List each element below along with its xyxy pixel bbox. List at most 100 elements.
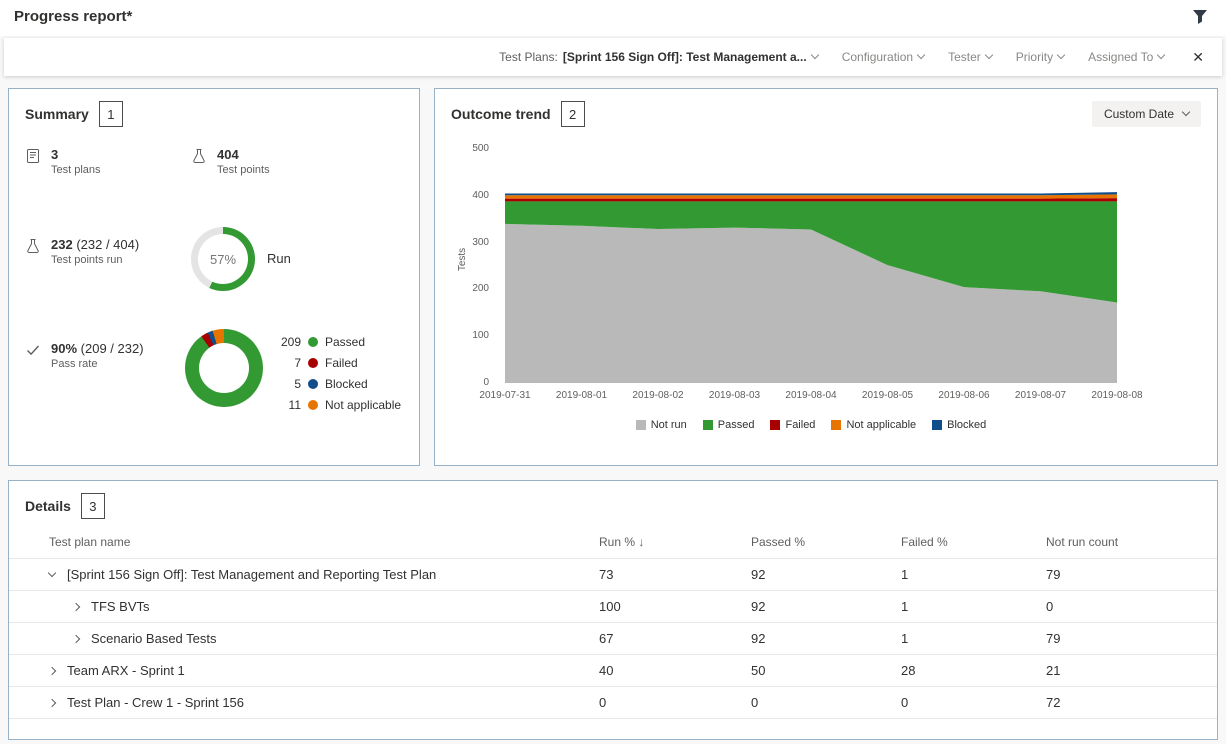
passed-percent-cell: 0 [751, 695, 759, 710]
close-filter-icon[interactable]: ✕ [1192, 48, 1204, 65]
not-run-count-cell: 79 [1046, 567, 1061, 582]
test-plan-name: Team ARX - Sprint 1 [67, 663, 185, 678]
not-run-count-cell: 0 [1046, 599, 1054, 614]
passed-percent-cell: 50 [751, 663, 766, 678]
table-row[interactable]: Team ARX - Sprint 1 40 50 28 21 [9, 655, 1217, 687]
table-row[interactable]: Scenario Based Tests 67 92 1 79 [9, 623, 1217, 655]
table-row[interactable]: [Sprint 156 Sign Off]: Test Management a… [9, 559, 1217, 591]
legend-color-dot [308, 400, 318, 410]
y-tick-label: 200 [472, 283, 489, 295]
test-plan-name-cell: Team ARX - Sprint 1 [47, 663, 599, 678]
passed-percent-cell: 92 [751, 567, 766, 582]
legend-item: 11 Not applicable [279, 398, 402, 412]
column-run-percent[interactable]: Run % ↓ [599, 534, 645, 549]
pass-rate-value: 90% [51, 341, 78, 356]
tester-filter[interactable]: Tester [948, 50, 994, 64]
legend-color-swatch [770, 420, 781, 430]
assigned-to-filter[interactable]: Assigned To [1088, 50, 1166, 64]
x-tick-label: 2019-08-06 [938, 390, 990, 401]
chevron-right-icon[interactable] [47, 698, 57, 707]
failed-percent-cell: 1 [901, 567, 909, 582]
column-passed-percent[interactable]: Passed % [751, 534, 806, 549]
not-run-count-cell: 21 [1046, 663, 1061, 678]
test-plans-filter[interactable]: Test Plans: [Sprint 156 Sign Off]: Test … [499, 50, 819, 64]
configuration-filter[interactable]: Configuration [842, 50, 926, 64]
column-test-plan-name[interactable]: Test plan name [49, 534, 131, 549]
legend-item: Blocked [932, 419, 986, 431]
legend-count: 11 [288, 398, 301, 412]
run-percent-cell: 40 [599, 663, 614, 678]
legend-item: 209 Passed [279, 335, 401, 349]
trend-plot-area [505, 149, 1117, 383]
test-plans-filter-label: Test Plans: [499, 50, 558, 64]
callout-3: 3 [80, 493, 105, 519]
details-card: Details 3 Test plan name Run % ↓ Passed … [8, 480, 1218, 740]
x-tick-label: 2019-08-01 [555, 390, 608, 401]
chevron-right-icon[interactable] [71, 602, 81, 611]
donut-hole [199, 343, 249, 393]
run-percent-text: 57% [198, 234, 248, 284]
legend-label: Failed [325, 356, 358, 370]
test-plans-label: Test plans [51, 164, 101, 176]
chevron-right-icon[interactable] [47, 666, 57, 675]
filter-icon[interactable] [1192, 9, 1210, 27]
legend-label: Not applicable [846, 419, 917, 431]
trend-area-chart [505, 192, 1117, 383]
test-plans-icon [25, 148, 41, 169]
callout-2: 2 [560, 101, 585, 127]
chevron-down-icon [810, 50, 819, 60]
run-progress-ring: 57% [191, 227, 255, 291]
x-tick-label: 2019-08-07 [1014, 390, 1067, 401]
details-table: Test plan name Run % ↓ Passed % Failed %… [9, 525, 1217, 719]
chevron-down-icon[interactable] [47, 568, 57, 577]
test-plan-name-cell: TFS BVTs [49, 599, 599, 614]
failed-percent-cell: 1 [901, 599, 909, 614]
y-tick-label: 500 [472, 143, 489, 154]
legend-color-swatch [702, 420, 713, 430]
details-title: Details [25, 498, 71, 514]
test-plan-name: [Sprint 156 Sign Off]: Test Management a… [67, 567, 437, 582]
details-rows: [Sprint 156 Sign Off]: Test Management a… [9, 559, 1217, 719]
failed-percent-cell: 1 [901, 631, 909, 646]
legend-color-dot [308, 358, 318, 368]
custom-date-button[interactable]: Custom Date [1091, 101, 1201, 127]
summary-card: Summary 1 3 Test plans 404 Test points 2… [8, 88, 420, 466]
legend-label: Not run [650, 419, 687, 431]
priority-filter[interactable]: Priority [1015, 50, 1066, 64]
run-percent-cell: 73 [599, 567, 614, 582]
run-ring-caption: Run [267, 251, 291, 266]
assigned-to-filter-label: Assigned To [1088, 50, 1154, 64]
x-tick-label: 2019-07-31 [479, 390, 531, 401]
failed-percent-cell: 28 [901, 663, 916, 678]
outcome-trend-title: Outcome trend [451, 106, 551, 122]
legend-item: Not run [635, 419, 687, 431]
not-run-count-cell: 72 [1046, 695, 1061, 710]
table-row[interactable]: TFS BVTs 100 92 1 0 [9, 591, 1217, 623]
test-points-run-label: Test points run [51, 254, 123, 266]
test-plan-name-cell: [Sprint 156 Sign Off]: Test Management a… [47, 567, 599, 582]
passed-percent-cell: 92 [751, 599, 766, 614]
outcome-trend-title-row: Outcome trend 2 [451, 101, 585, 127]
chevron-down-icon [1056, 50, 1066, 60]
chevron-right-icon[interactable] [71, 634, 81, 643]
y-axis: 0 100 200 300 400 500 [435, 143, 497, 388]
checkmark-icon [25, 342, 41, 363]
test-points-count: 404 [217, 147, 239, 162]
x-tick-label: 2019-08-08 [1091, 390, 1143, 401]
tester-filter-label: Tester [948, 50, 981, 64]
run-percent-cell: 0 [599, 695, 607, 710]
legend-item: 7 Failed [279, 356, 401, 370]
area-series-passed [505, 201, 1117, 303]
trend-legend: Not run Passed Failed Not applicable Blocked [505, 419, 1117, 431]
custom-date-label: Custom Date [1103, 107, 1174, 121]
column-failed-percent[interactable]: Failed % [901, 534, 948, 549]
table-row[interactable]: Test Plan - Crew 1 - Sprint 156 0 0 0 72 [9, 687, 1217, 719]
priority-filter-label: Priority [1015, 50, 1054, 64]
legend-color-swatch [932, 420, 943, 430]
legend-color-swatch [831, 420, 842, 430]
outcome-trend-card: Outcome trend 2 Custom Date Tests 0 100 20… [434, 88, 1218, 466]
legend-item: Passed [702, 419, 754, 431]
summary-title-row: Summary 1 [25, 101, 123, 127]
column-not-run-count[interactable]: Not run count [1046, 534, 1119, 549]
